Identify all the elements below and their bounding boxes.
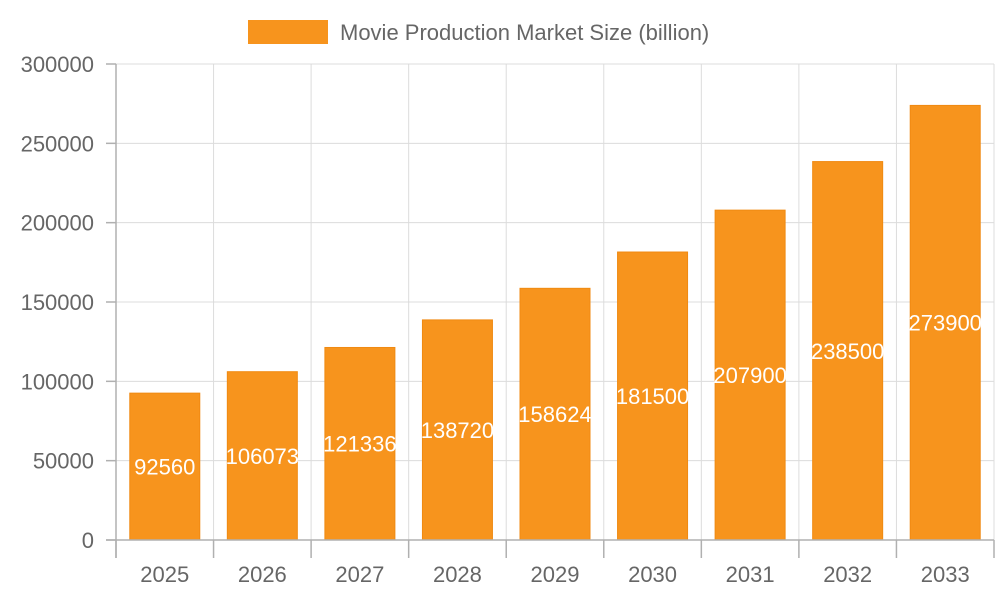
y-tick-label: 50000: [33, 449, 94, 474]
y-tick-label: 0: [82, 528, 94, 553]
bar-value-label: 273900: [909, 311, 982, 336]
legend-swatch: [248, 20, 328, 44]
x-tick-label: 2031: [726, 562, 775, 587]
bar: [812, 161, 884, 541]
bar-value-label: 181500: [616, 384, 689, 409]
bar: [909, 104, 981, 541]
y-tick-label: 300000: [21, 52, 94, 77]
x-tick-label: 2027: [335, 562, 384, 587]
x-tick-label: 2029: [531, 562, 580, 587]
gridlines: [116, 63, 995, 540]
x-axis-ticks: 2025 2026 2027 2028 2029 2030 2031 2032 2033: [115, 540, 995, 587]
legend-label: Movie Production Market Size (billion): [340, 20, 709, 45]
bar: [226, 371, 298, 541]
y-tick-label: 200000: [21, 211, 94, 236]
bar-value-label: 238500: [811, 339, 884, 364]
axes: [106, 64, 994, 558]
bar: [714, 209, 786, 541]
y-tick-label: 150000: [21, 290, 94, 315]
bar-value-label: 121336: [323, 432, 396, 457]
y-tick-label: 250000: [21, 131, 94, 156]
bar-value-label: 158624: [518, 402, 591, 427]
bar-value-label: 92560: [134, 455, 195, 480]
legend: Movie Production Market Size (billion): [248, 20, 709, 45]
x-tick-label: 2030: [628, 562, 677, 587]
bar: [421, 319, 493, 541]
y-tick-label: 100000: [21, 369, 94, 394]
x-tick-label: 2025: [140, 562, 189, 587]
bar-value-label: 207900: [713, 363, 786, 388]
x-tick-label: 2033: [921, 562, 970, 587]
bars: [129, 104, 981, 541]
x-tick-label: 2026: [238, 562, 287, 587]
bar-value-label: 138720: [421, 418, 494, 443]
y-axis-ticks: 0 50000 100000 150000 200000 250000 300000: [21, 52, 116, 553]
bar-value-label: 106073: [226, 444, 299, 469]
x-tick-label: 2028: [433, 562, 482, 587]
bar: [129, 392, 201, 541]
data-labels: 92560 106073 121336 138720 158624 181500 20790…: [134, 311, 982, 480]
bar: [617, 251, 689, 541]
bar: [324, 346, 396, 541]
x-tick-label: 2032: [823, 562, 872, 587]
